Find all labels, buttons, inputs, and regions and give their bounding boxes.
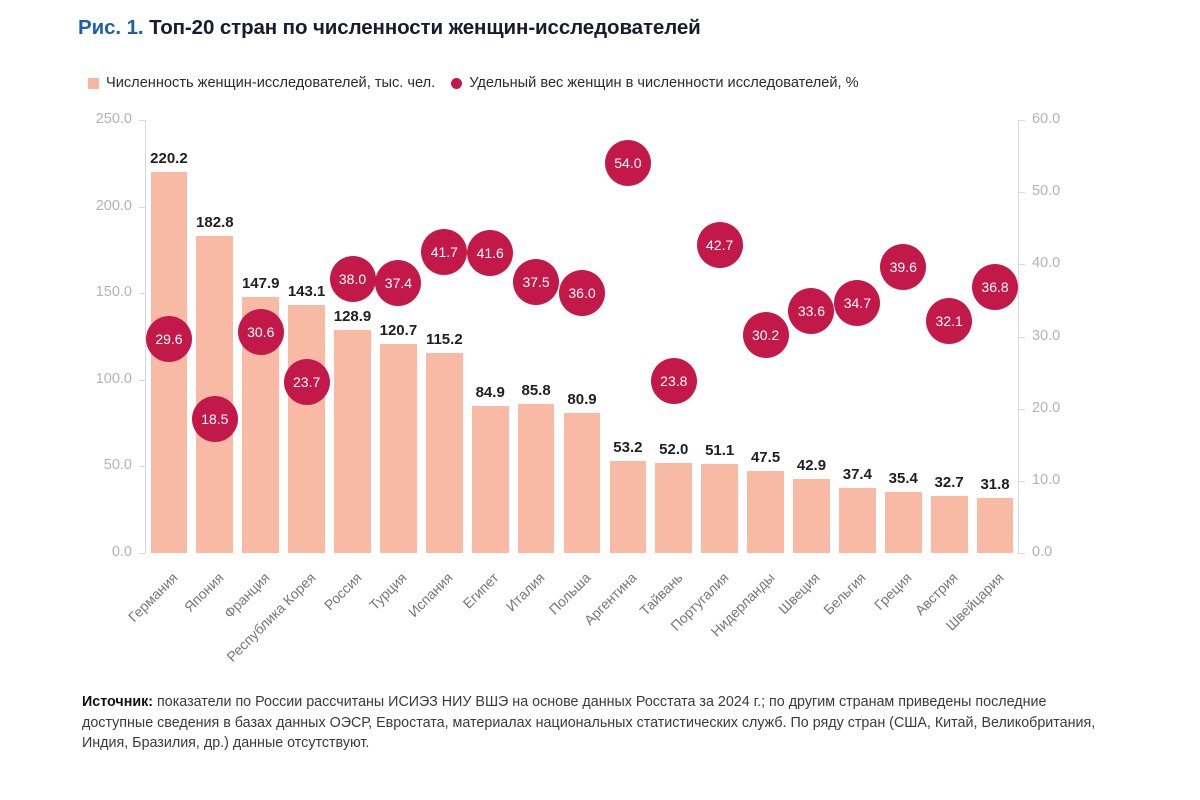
bar-value-label: 84.9 — [475, 383, 505, 401]
percent-bubble[interactable]: 38.0 — [329, 255, 376, 302]
page-title: Рис. 1. Топ-20 стран по численности женщ… — [78, 16, 701, 40]
bar[interactable] — [196, 236, 234, 553]
right-axis-tick-label: 30.0 — [1032, 327, 1061, 344]
percent-bubble[interactable]: 29.6 — [145, 316, 192, 363]
legend-label-bars: Численность женщин-исследователей, тыс. … — [106, 75, 436, 91]
percent-bubble[interactable]: 32.1 — [926, 298, 973, 345]
source-note: Источник: показатели по России рассчитан… — [82, 692, 1118, 754]
figure-title-text: Топ-20 стран по численности женщин-иссле… — [149, 16, 701, 39]
right-axis-tick-label: 50.0 — [1032, 183, 1061, 200]
legend-item-bars: Численность женщин-исследователей, тыс. … — [88, 75, 435, 91]
left-axis-tick-label: 50.0 — [103, 457, 132, 474]
bar-value-label: 80.9 — [567, 390, 597, 408]
left-tick-mark — [139, 379, 145, 381]
left-axis-tick-label: 250.0 — [95, 111, 132, 127]
bar[interactable] — [563, 412, 601, 553]
percent-bubble[interactable]: 41.6 — [467, 229, 514, 276]
legend-item-bubbles: Удельный вес женщин в численности исслед… — [451, 75, 859, 91]
left-tick-mark — [139, 206, 145, 208]
bar[interactable] — [609, 460, 647, 553]
left-axis-tick-label: 0.0 — [111, 544, 132, 560]
bar-value-label: 35.4 — [888, 469, 918, 487]
left-tick-mark — [139, 120, 145, 121]
bar-value-label: 120.7 — [379, 321, 418, 339]
legend-square-icon — [88, 77, 99, 89]
right-tick-mark — [1019, 264, 1025, 266]
percent-bubble[interactable]: 42.7 — [696, 221, 743, 268]
right-axis-tick-label: 20.0 — [1032, 399, 1061, 416]
left-tick-mark — [139, 293, 145, 295]
bar[interactable] — [655, 462, 693, 553]
figure-number: Рис. 1. — [78, 16, 144, 39]
bar-value-label: 32.7 — [934, 474, 964, 492]
bar-value-label: 182.8 — [196, 214, 234, 232]
left-axis-tick-label: 100.0 — [95, 370, 132, 387]
legend-label-bubbles: Удельный вес женщин в численности исслед… — [469, 75, 859, 91]
bar-value-label: 37.4 — [842, 466, 872, 484]
right-axis-tick-label: 0.0 — [1032, 544, 1053, 560]
bar-value-label: 53.2 — [613, 438, 643, 456]
percent-bubble[interactable]: 39.6 — [880, 244, 927, 291]
bar[interactable] — [334, 329, 371, 553]
bar-value-label: 52.0 — [659, 440, 689, 458]
right-tick-mark — [1019, 120, 1025, 121]
right-tick-mark — [1019, 192, 1025, 194]
percent-bubble[interactable]: 41.7 — [421, 229, 468, 276]
bar-value-label: 128.9 — [333, 307, 372, 325]
bar-value-label: 47.5 — [750, 448, 781, 466]
right-axis-tick-label: 10.0 — [1032, 471, 1061, 488]
left-axis-tick-label: 200.0 — [95, 197, 132, 214]
percent-bubble[interactable]: 54.0 — [604, 140, 651, 187]
bar[interactable] — [288, 305, 325, 553]
legend-circle-icon — [451, 77, 463, 89]
right-tick-mark — [1019, 480, 1025, 482]
bar-value-label: 31.8 — [980, 475, 1010, 493]
chart-legend: Численность женщин-исследователей, тыс. … — [88, 75, 869, 91]
right-tick-mark — [1019, 408, 1025, 410]
left-axis-line — [145, 120, 146, 554]
bar[interactable] — [471, 405, 509, 553]
percent-bubble[interactable]: 37.5 — [513, 259, 560, 306]
bar-value-label: 115.2 — [425, 331, 463, 349]
percent-bubble[interactable]: 36.8 — [972, 264, 1019, 311]
bar[interactable] — [976, 497, 1014, 553]
bar[interactable] — [839, 488, 876, 553]
percent-bubble[interactable]: 18.5 — [191, 396, 238, 443]
percent-bubble[interactable]: 36.0 — [559, 270, 605, 317]
bar[interactable] — [884, 491, 922, 553]
bar-value-label: 85.8 — [521, 382, 551, 400]
source-text: показатели по России рассчитаны ИСИЭЗ НИ… — [82, 694, 1096, 752]
percent-bubble[interactable]: 23.7 — [283, 358, 330, 405]
left-axis-tick-label: 150.0 — [95, 284, 132, 301]
bar[interactable] — [425, 353, 463, 553]
bar[interactable] — [150, 171, 188, 553]
bar-value-label: 147.9 — [241, 274, 280, 292]
right-tick-mark — [1019, 553, 1025, 554]
left-tick-mark — [139, 553, 145, 554]
right-axis-tick-label: 40.0 — [1032, 255, 1061, 272]
bar-value-label: 143.1 — [287, 283, 326, 301]
right-axis-tick-label: 60.0 — [1032, 111, 1061, 127]
percent-bubble[interactable]: 23.8 — [650, 358, 697, 405]
percent-bubble[interactable]: 34.7 — [834, 279, 881, 326]
percent-bubble[interactable]: 33.6 — [788, 287, 835, 334]
source-lead: Источник: — [82, 694, 154, 710]
bar[interactable] — [701, 464, 739, 553]
percent-bubble[interactable]: 30.6 — [237, 309, 284, 356]
percent-bubble[interactable]: 30.2 — [742, 312, 789, 359]
bar-value-label: 220.2 — [150, 149, 188, 167]
bar-value-label: 42.9 — [796, 456, 827, 474]
bar[interactable] — [517, 404, 555, 553]
bar[interactable] — [930, 496, 968, 553]
bar[interactable] — [380, 343, 417, 553]
bar[interactable] — [793, 478, 830, 553]
percent-bubble[interactable]: 37.4 — [375, 260, 422, 307]
bar-value-label: 51.1 — [705, 442, 735, 460]
right-axis-line — [1018, 120, 1019, 554]
left-tick-mark — [139, 466, 145, 468]
bar[interactable] — [747, 470, 784, 553]
right-tick-mark — [1019, 336, 1025, 338]
